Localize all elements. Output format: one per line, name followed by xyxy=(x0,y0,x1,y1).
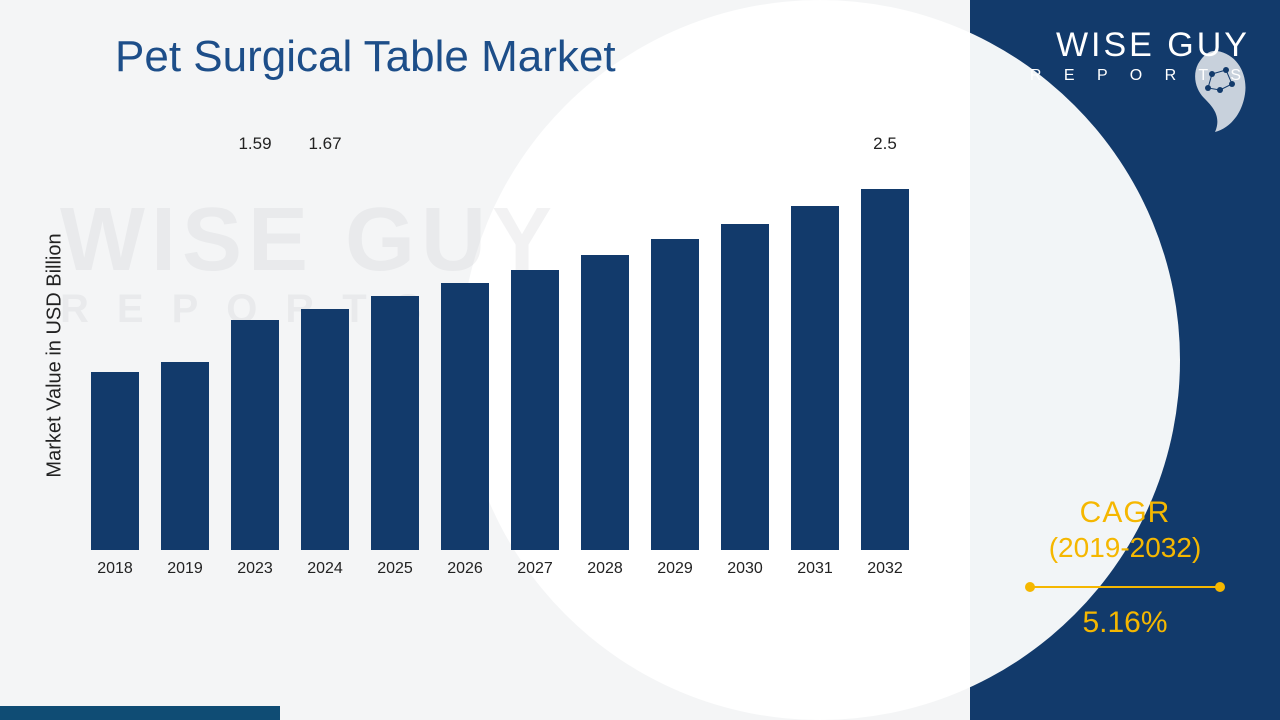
bar-wrap: 1.59 xyxy=(220,160,290,550)
bar xyxy=(581,255,629,550)
bar xyxy=(91,372,139,550)
bar-wrap xyxy=(500,160,570,550)
bar-wrap xyxy=(570,160,640,550)
bar-wrap xyxy=(640,160,710,550)
bar-wrap xyxy=(780,160,850,550)
cagr-block: CAGR (2019-2032) 5.16% xyxy=(1010,496,1240,640)
bar-wrap xyxy=(710,160,780,550)
cagr-value: 5.16% xyxy=(1010,606,1240,640)
cagr-divider xyxy=(1030,586,1220,588)
x-tick: 2030 xyxy=(710,550,780,590)
cagr-label: CAGR xyxy=(1010,496,1240,530)
bar xyxy=(231,320,279,550)
bar-wrap: 1.67 xyxy=(290,160,360,550)
bar xyxy=(791,206,839,550)
plot-area: 1.591.67 2.5 xyxy=(80,160,920,550)
chart-title: Pet Surgical Table Market xyxy=(115,32,616,82)
cagr-range: (2019-2032) xyxy=(1010,532,1240,564)
x-tick: 2031 xyxy=(780,550,850,590)
x-axis: 2018201920232024202520262027202820292030… xyxy=(80,550,920,590)
bar xyxy=(441,283,489,550)
bar-chart: Market Value in USD Billion 1.591.672.5 … xyxy=(40,160,920,590)
x-tick: 2029 xyxy=(640,550,710,590)
bottom-accent-bar xyxy=(0,706,280,720)
bar-wrap: 2.5 xyxy=(850,160,920,550)
bar xyxy=(651,239,699,550)
bar-wrap xyxy=(80,160,150,550)
x-tick: 2024 xyxy=(290,550,360,590)
bars-container: 1.591.67 2.5 xyxy=(80,160,920,550)
bar xyxy=(511,270,559,550)
x-tick: 2027 xyxy=(500,550,570,590)
x-tick: 2028 xyxy=(570,550,640,590)
bar-wrap xyxy=(360,160,430,550)
bar-value-label: 1.67 xyxy=(308,134,341,154)
head-icon xyxy=(1182,46,1252,136)
y-axis-label-container: Market Value in USD Billion xyxy=(40,160,70,550)
x-tick: 2018 xyxy=(80,550,150,590)
bar xyxy=(161,362,209,550)
x-tick: 2023 xyxy=(220,550,290,590)
x-tick: 2019 xyxy=(150,550,220,590)
page: WISE GUY R E P O R T S CAGR (2019-2032) … xyxy=(0,0,1280,720)
bar-value-label: 1.59 xyxy=(238,134,271,154)
logo: WISE GUY R E P O R T S xyxy=(1030,28,1250,85)
bar-wrap xyxy=(430,160,500,550)
bar xyxy=(301,309,349,550)
bar xyxy=(861,189,909,550)
x-tick: 2026 xyxy=(430,550,500,590)
bar xyxy=(371,296,419,550)
bar xyxy=(721,224,769,550)
bar-wrap xyxy=(150,160,220,550)
x-tick: 2032 xyxy=(850,550,920,590)
x-tick: 2025 xyxy=(360,550,430,590)
y-axis-label: Market Value in USD Billion xyxy=(44,233,67,477)
bar-value-label: 2.5 xyxy=(873,134,897,154)
